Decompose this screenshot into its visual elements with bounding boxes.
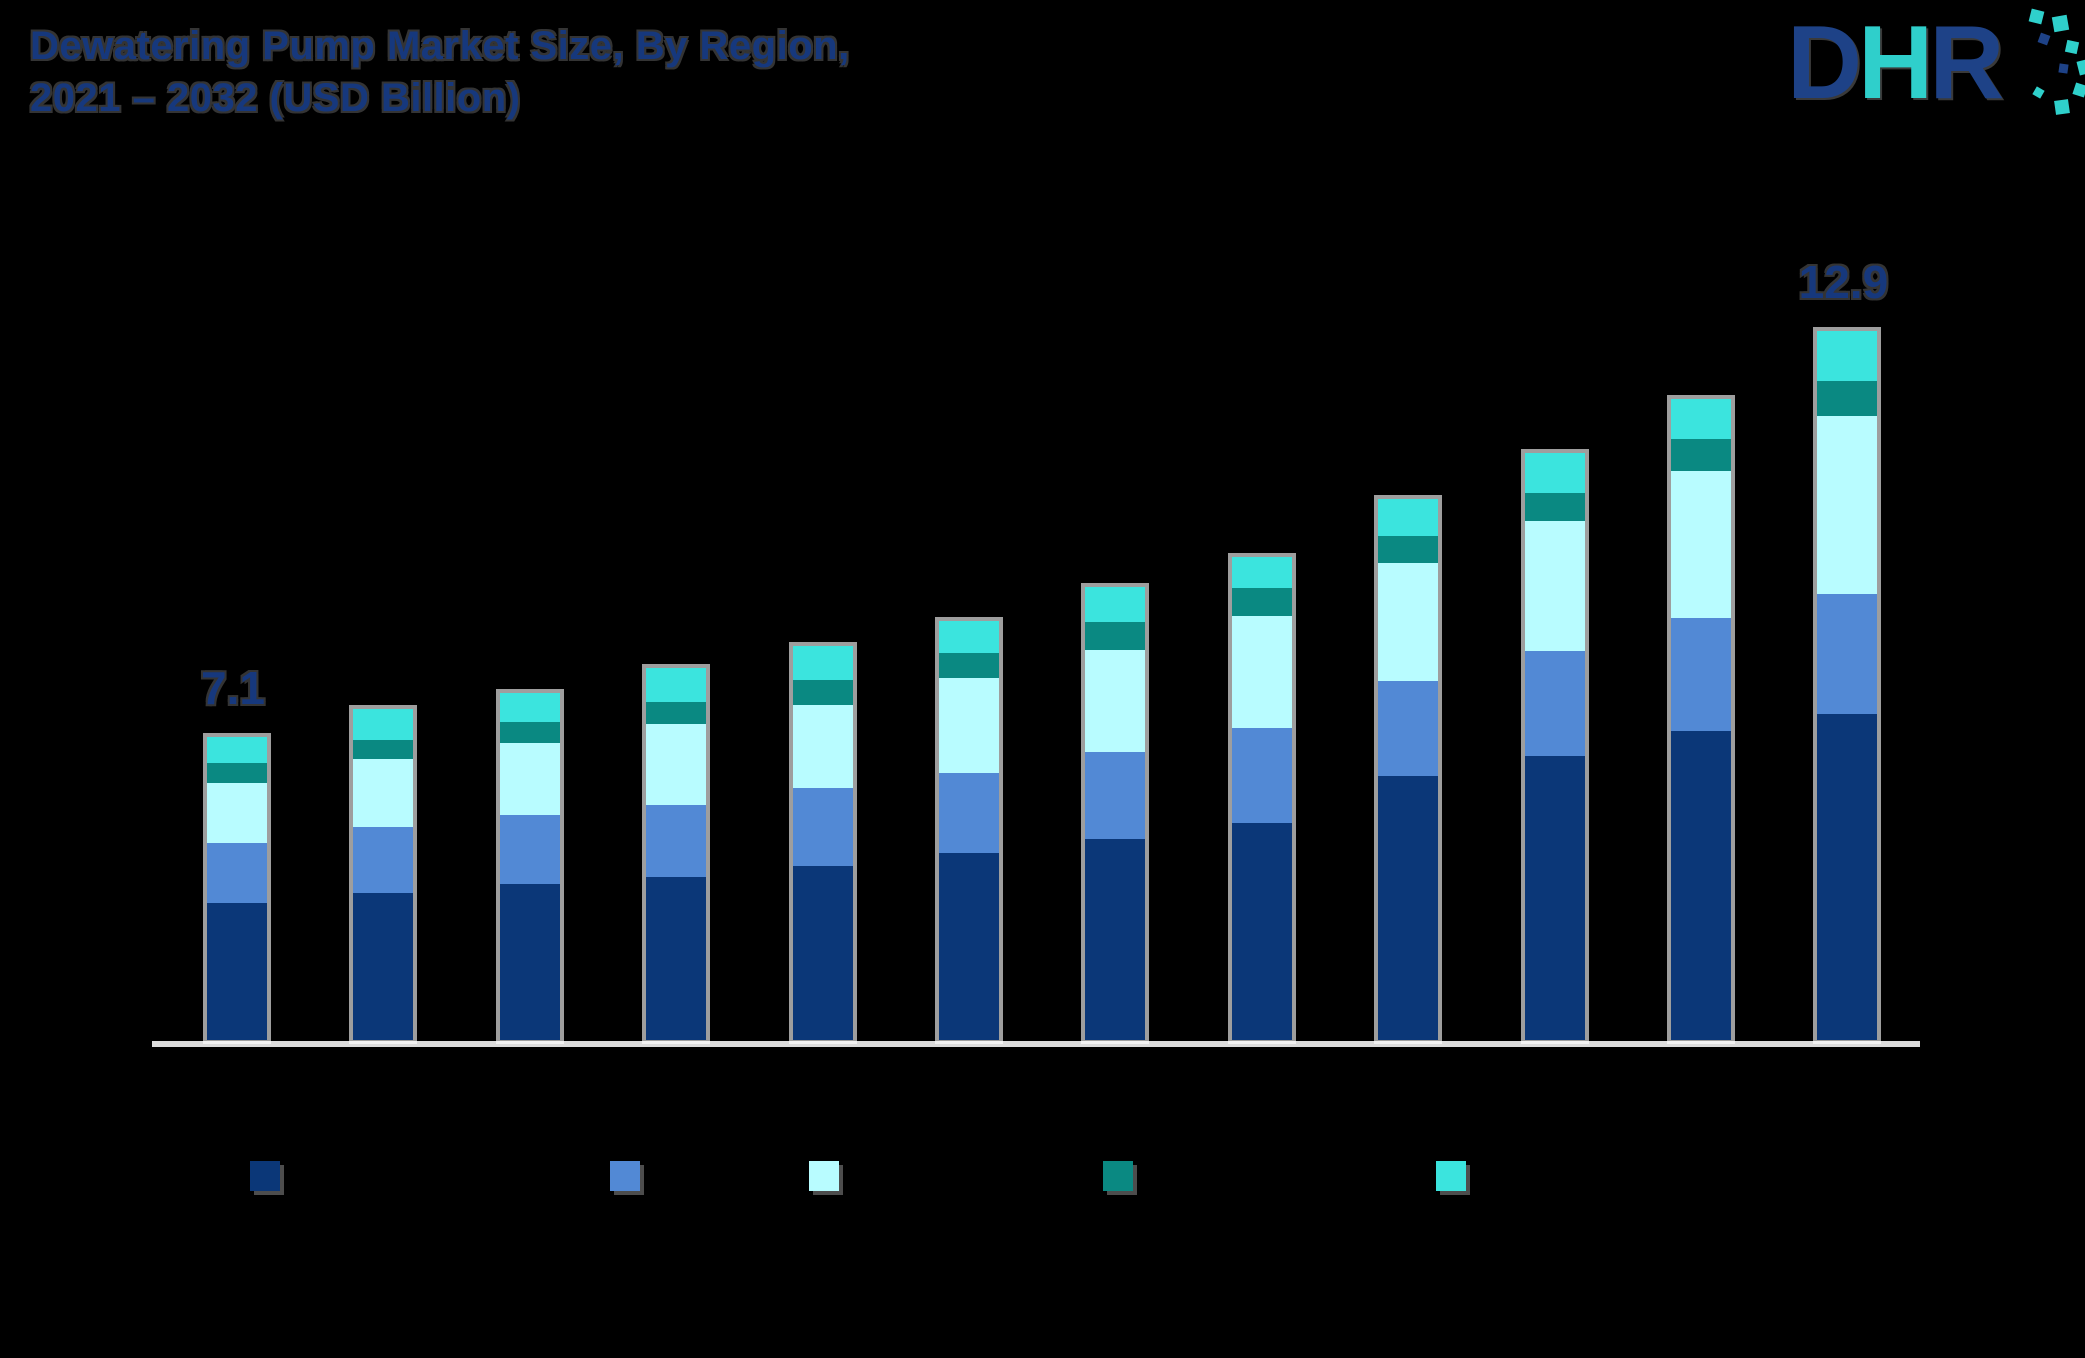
bar-2026 <box>935 617 1003 1044</box>
region-segment-2-blue <box>1524 651 1585 756</box>
bar-2024 <box>642 664 711 1044</box>
region-segment-3-pale-cyan <box>646 724 707 805</box>
region-segment-2-blue <box>1085 752 1146 839</box>
bar-2021 <box>203 733 271 1044</box>
region-segment-3-pale-cyan <box>207 783 267 843</box>
bar-2032 <box>1813 327 1882 1044</box>
legend-swatch-5 <box>1436 1161 1466 1191</box>
region-segment-5-cyan <box>1231 557 1292 588</box>
dhr-logo: DHR <box>1787 8 2085 138</box>
region-segment-2-blue <box>1671 618 1731 731</box>
region-segment-1-navy <box>646 877 707 1040</box>
region-segment-1-navy <box>1671 731 1731 1040</box>
bar-2027 <box>1081 583 1150 1044</box>
region-segment-5-cyan <box>939 621 999 653</box>
region-segment-5-cyan <box>1817 331 1878 381</box>
region-segment-3-pale-cyan <box>1085 650 1146 752</box>
legend-swatch-4 <box>1103 1161 1133 1191</box>
region-segment-1-navy <box>499 884 560 1040</box>
region-segment-3-pale-cyan <box>1378 563 1439 681</box>
region-segment-3-pale-cyan <box>499 743 560 815</box>
region-segment-5-cyan <box>646 668 707 702</box>
region-segment-1-navy <box>207 903 267 1040</box>
legend-swatch-1 <box>250 1161 280 1191</box>
bar-2022 <box>349 705 418 1044</box>
logo-letter-h: H <box>1858 5 1933 121</box>
bar-2029 <box>1374 495 1443 1044</box>
region-segment-5-cyan <box>1524 453 1585 493</box>
region-segment-4-teal <box>1085 622 1146 650</box>
region-segment-4-teal <box>1671 439 1731 471</box>
region-segment-5-cyan <box>353 709 414 740</box>
region-segment-5-cyan <box>1085 587 1146 622</box>
region-segment-1-navy <box>792 866 853 1040</box>
region-segment-2-blue <box>207 843 267 903</box>
region-segment-2-blue <box>939 773 999 853</box>
logo-letter-d: D <box>1787 5 1862 121</box>
bar-value-label-2032: 12.9 <box>1798 256 1889 308</box>
page-title: Dewatering Pump Market Size, By Region, … <box>30 20 850 124</box>
dhr-logo-letters: DHR <box>1787 8 2085 118</box>
bar-value-label-2021: 7.1 <box>201 662 265 714</box>
region-segment-5-cyan <box>1378 499 1439 536</box>
region-segment-4-teal <box>1378 536 1439 563</box>
region-segment-1-navy <box>1524 756 1585 1040</box>
region-segment-2-blue <box>646 805 707 877</box>
bar-2030 <box>1520 449 1589 1044</box>
page-title-line2: 2021 – 2032 (USD Billion) <box>30 76 521 120</box>
region-segment-4-teal <box>499 722 560 743</box>
region-segment-3-pale-cyan <box>1817 416 1878 594</box>
region-segment-1-navy <box>353 893 414 1040</box>
region-segment-2-blue <box>792 788 853 866</box>
region-segment-3-pale-cyan <box>1524 521 1585 651</box>
region-segment-5-cyan <box>499 693 560 722</box>
region-segment-5-cyan <box>1671 399 1731 439</box>
region-segment-3-pale-cyan <box>1231 616 1292 728</box>
region-segment-4-teal <box>353 740 414 759</box>
region-segment-4-teal <box>1524 493 1585 521</box>
region-segment-5-cyan <box>207 737 267 763</box>
region-segment-3-pale-cyan <box>1671 471 1731 618</box>
region-segment-1-navy <box>1085 839 1146 1040</box>
region-segment-1-navy <box>939 853 999 1040</box>
logo-letter-r: R <box>1929 5 2004 121</box>
region-segment-4-teal <box>792 680 853 705</box>
legend-swatch-2 <box>610 1161 640 1191</box>
x-axis-baseline <box>152 1041 1920 1047</box>
bar-2023 <box>495 689 564 1044</box>
bar-2028 <box>1227 553 1296 1044</box>
region-segment-4-teal <box>207 763 267 783</box>
region-segment-4-teal <box>1817 381 1878 416</box>
region-segment-4-teal <box>1231 588 1292 616</box>
bar-2025 <box>788 642 857 1044</box>
region-segment-5-cyan <box>792 646 853 680</box>
bar-2031 <box>1667 395 1735 1044</box>
region-segment-2-blue <box>1231 728 1292 823</box>
region-segment-4-teal <box>939 653 999 678</box>
region-segment-3-pale-cyan <box>792 705 853 788</box>
region-segment-1-navy <box>1817 714 1878 1040</box>
page-title-line1: Dewatering Pump Market Size, By Region, <box>30 24 850 68</box>
region-segment-2-blue <box>1378 681 1439 776</box>
region-segment-1-navy <box>1231 823 1292 1040</box>
region-segment-3-pale-cyan <box>939 678 999 773</box>
region-segment-2-blue <box>499 815 560 884</box>
region-segment-3-pale-cyan <box>353 759 414 827</box>
region-segment-2-blue <box>1817 594 1878 714</box>
region-segment-4-teal <box>646 702 707 724</box>
legend-swatch-3 <box>809 1161 839 1191</box>
region-segment-1-navy <box>1378 776 1439 1040</box>
region-segment-2-blue <box>353 827 414 893</box>
